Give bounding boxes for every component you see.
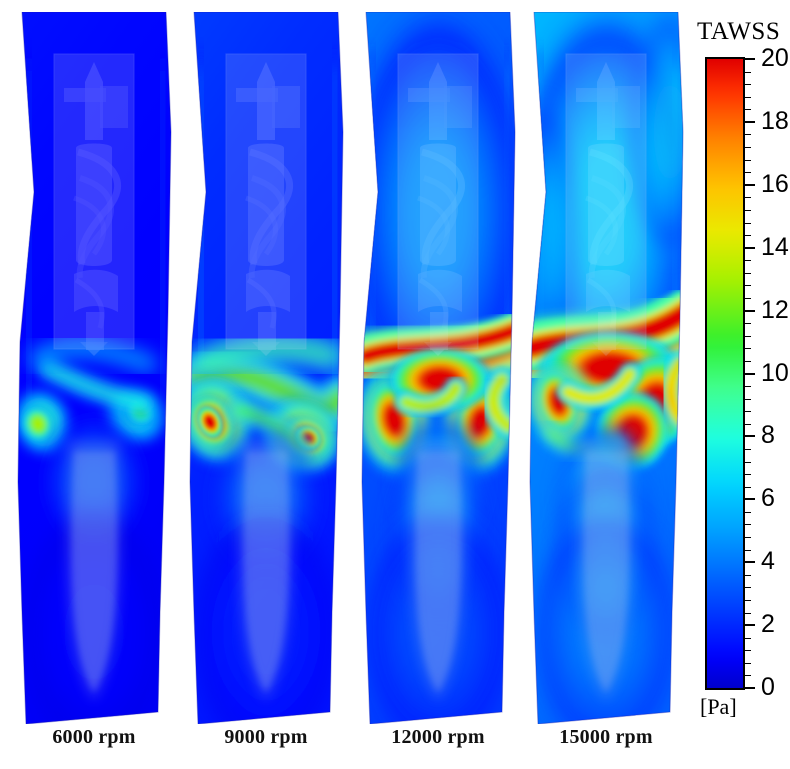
colorbar-tick-minor: [745, 209, 751, 211]
colorbar-tick-minor: [745, 323, 751, 325]
colorbar-unit-label: [Pa]: [700, 694, 737, 719]
colorbar-tick-minor: [745, 486, 751, 488]
colorbar-tick-minor: [745, 524, 751, 526]
colorbar-tick-label: 18: [761, 106, 789, 135]
colorbar-title: TAWSS: [697, 18, 781, 45]
colorbar-tick-major: [745, 561, 755, 564]
contour-field: [361, 12, 516, 724]
colorbar-tick-minor: [745, 260, 751, 262]
colorbar-tick-minor: [745, 285, 751, 287]
colorbar-tick-minor: [745, 348, 751, 350]
contour-panel-12000-rpm: 12000 rpm: [352, 12, 524, 769]
colorbar-tick-minor: [745, 511, 751, 513]
colorbar-tick-major: [745, 120, 755, 123]
colorbar-tick-minor: [745, 197, 751, 199]
colorbar-tick-major: [745, 58, 755, 60]
colorbar-tick-major: [745, 498, 755, 501]
colorbar-tick-minor: [745, 411, 751, 413]
colorbar-tick-minor: [745, 612, 751, 614]
colorbar-tick-minor: [745, 599, 751, 601]
colorbar-tick-minor: [745, 537, 751, 539]
pump-device-overlay: [397, 53, 479, 356]
colorbar-tick-label: 20: [761, 44, 789, 72]
contour-field: [189, 12, 344, 724]
colorbar-tick-minor: [745, 159, 751, 161]
colorbar-tick-label: 16: [761, 169, 789, 198]
colorbar-tick-minor: [745, 423, 751, 425]
colorbar-tick-minor: [745, 448, 751, 450]
colorbar-tick-minor: [745, 398, 751, 400]
colorbar-tick-minor: [745, 650, 751, 652]
contour-field: [17, 12, 172, 724]
colorbar-tick-major: [745, 624, 755, 627]
colorbar-tick-minor: [745, 360, 751, 362]
colorbar-tick-label: 12: [761, 295, 789, 324]
colorbar-tick-minor: [745, 461, 751, 463]
panel-label-12000-rpm: 12000 rpm: [391, 726, 485, 748]
pump-device-overlay: [53, 53, 135, 356]
pump-device-overlay: [225, 53, 307, 356]
colorbar-tick-minor: [745, 637, 751, 639]
colorbar-gradient: [705, 57, 745, 690]
vessel-outline: [189, 12, 344, 724]
colorbar-tick-minor: [745, 84, 751, 86]
colorbar-tick-major: [745, 372, 755, 375]
colorbar-tick-label: 6: [761, 484, 775, 513]
colorbar-tick-major: [745, 309, 755, 312]
contour-panel-15000-rpm: 15000 rpm: [520, 12, 692, 769]
colorbar-tick-minor: [745, 172, 751, 174]
colorbar-tick-label: 2: [761, 610, 775, 639]
colorbar-tick-minor: [745, 134, 751, 136]
colorbar-tick-major: [745, 435, 755, 438]
colorbar-tick-minor: [745, 474, 751, 476]
colorbar-tick-minor: [745, 222, 751, 224]
colorbar-tick-label: 10: [761, 358, 789, 387]
colorbar-tick-minor: [745, 298, 751, 300]
panel-label-6000-rpm: 6000 rpm: [52, 726, 136, 748]
colorbar-tick-minor: [745, 574, 751, 576]
contour-panel-9000-rpm: 9000 rpm: [180, 12, 352, 769]
colorbar-tick-label: 0: [761, 673, 775, 701]
vessel-outline: [529, 12, 684, 724]
colorbar-tick-label: 4: [761, 547, 775, 576]
colorbar-tick-minor: [745, 675, 751, 677]
colorbar-tick-minor: [745, 587, 751, 589]
colorbar-tick-label: 8: [761, 421, 775, 450]
colorbar-tick-minor: [745, 335, 751, 337]
colorbar-tick-major: [745, 687, 755, 689]
colorbar-tick-minor: [745, 662, 751, 664]
colorbar-tick-minor: [745, 549, 751, 551]
vessel-outline: [361, 12, 516, 724]
contour-field: [529, 12, 684, 724]
colorbar-tick-minor: [745, 235, 751, 237]
vessel-outline: [17, 12, 172, 724]
colorbar-tick-minor: [745, 71, 751, 73]
colorbar-tick-minor: [745, 96, 751, 98]
panel-label-15000-rpm: 15000 rpm: [559, 726, 653, 748]
colorbar-tick-minor: [745, 147, 751, 149]
pump-device-overlay: [565, 53, 647, 356]
colorbar-tick-minor: [745, 272, 751, 274]
colorbar-tick-major: [745, 183, 755, 186]
colorbar-tick-major: [745, 246, 755, 249]
contour-panel-6000-rpm: 6000 rpm: [8, 12, 180, 769]
colorbar-tick-minor: [745, 386, 751, 388]
colorbar-tick-label: 14: [761, 232, 789, 261]
colorbar-tick-minor: [745, 109, 751, 111]
panel-label-9000-rpm: 9000 rpm: [224, 726, 308, 748]
